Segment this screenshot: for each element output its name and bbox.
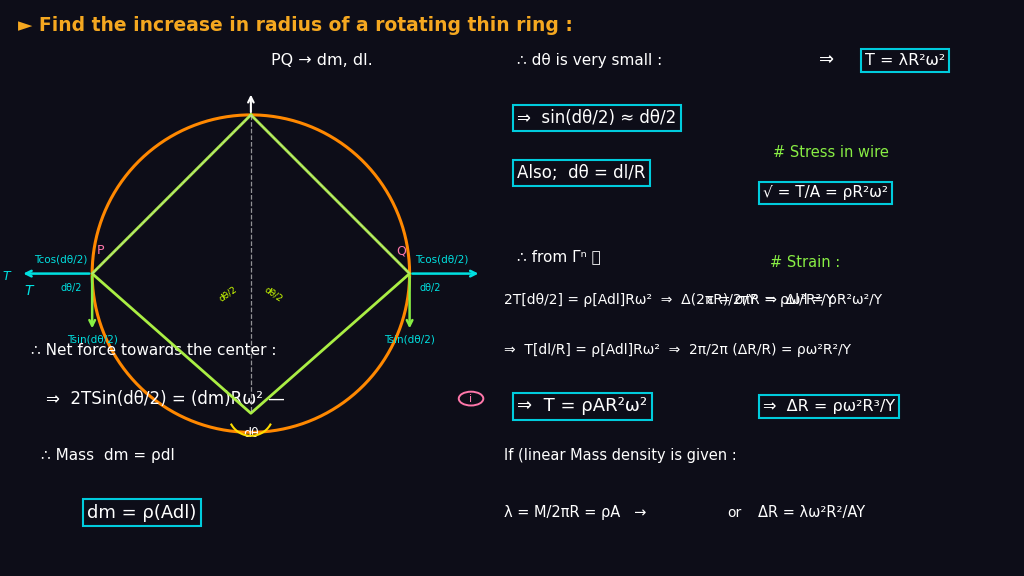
Text: ⇒  T[dl/R] = ρ[Adl]Rω²  ⇒  2π/2π (ΔR/R) = ρω²R²/Y: ⇒ T[dl/R] = ρ[Adl]Rω² ⇒ 2π/2π (ΔR/R) = ρ… xyxy=(504,343,851,357)
Text: i: i xyxy=(469,393,473,404)
Text: dθ/2: dθ/2 xyxy=(263,285,284,303)
Text: Tsin(dθ/2): Tsin(dθ/2) xyxy=(384,335,435,345)
Text: ⇒  T = ρAR²ω²: ⇒ T = ρAR²ω² xyxy=(517,397,647,415)
Text: dθ: dθ xyxy=(243,427,259,440)
Text: λ = M/2πR = ρA   →: λ = M/2πR = ρA → xyxy=(504,505,646,520)
Text: P: P xyxy=(96,244,104,257)
Text: ⇒: ⇒ xyxy=(819,51,835,70)
Text: ΔR = λω²R²/AY: ΔR = λω²R²/AY xyxy=(758,505,865,520)
Text: ⇒  sin(dθ/2) ≈ dθ/2: ⇒ sin(dθ/2) ≈ dθ/2 xyxy=(517,109,677,127)
Text: ε = σ/Y  ⇒  Δl/l = ρR²ω²/Y: ε = σ/Y ⇒ Δl/l = ρR²ω²/Y xyxy=(707,293,882,306)
Text: 2T[dθ/2] = ρ[Adl]Rω²  ⇒  Δ(2πR)/2πR = ρω²R²/Y: 2T[dθ/2] = ρ[Adl]Rω² ⇒ Δ(2πR)/2πR = ρω²R… xyxy=(504,293,834,306)
Text: PQ → dm, dl.: PQ → dm, dl. xyxy=(271,53,373,68)
Text: ∴ Mass  dm = ρdl: ∴ Mass dm = ρdl xyxy=(41,448,175,463)
Text: ⇒  ΔR = ρω²R³/Y: ⇒ ΔR = ρω²R³/Y xyxy=(763,399,895,414)
Text: or: or xyxy=(727,506,741,520)
Text: T: T xyxy=(25,284,33,298)
Text: Tsin(dθ/2): Tsin(dθ/2) xyxy=(67,335,118,345)
Text: Q: Q xyxy=(396,244,407,257)
Text: dθ/2: dθ/2 xyxy=(60,283,82,293)
Text: ► Find the increase in radius of a rotating thin ring :: ► Find the increase in radius of a rotat… xyxy=(18,17,573,35)
Text: Also;  dθ = dl/R: Also; dθ = dl/R xyxy=(517,164,645,182)
Text: ∴ from Γⁿ ⓞ: ∴ from Γⁿ ⓞ xyxy=(517,249,601,264)
Text: # Strain :: # Strain : xyxy=(770,255,841,270)
Text: If (linear Mass density is given :: If (linear Mass density is given : xyxy=(504,448,736,463)
Text: T: T xyxy=(3,270,10,283)
Text: ∴ dθ is very small :: ∴ dθ is very small : xyxy=(517,53,663,68)
Text: T = λR²ω²: T = λR²ω² xyxy=(865,53,945,68)
Text: ∴ Net force towards the center :: ∴ Net force towards the center : xyxy=(31,343,276,358)
Text: # Stress in wire: # Stress in wire xyxy=(773,145,889,160)
Text: √ = T/A = ρR²ω²: √ = T/A = ρR²ω² xyxy=(763,185,888,200)
Text: Tcos(dθ/2): Tcos(dθ/2) xyxy=(34,254,87,264)
Text: dm = ρ(Adl): dm = ρ(Adl) xyxy=(87,503,197,522)
Text: ⇒  2TSin(dθ/2) = (dm)Rω² —: ⇒ 2TSin(dθ/2) = (dm)Rω² — xyxy=(46,389,285,408)
Text: dθ/2: dθ/2 xyxy=(218,285,239,303)
Text: dθ/2: dθ/2 xyxy=(420,283,441,293)
Text: Tcos(dθ/2): Tcos(dθ/2) xyxy=(415,254,468,264)
